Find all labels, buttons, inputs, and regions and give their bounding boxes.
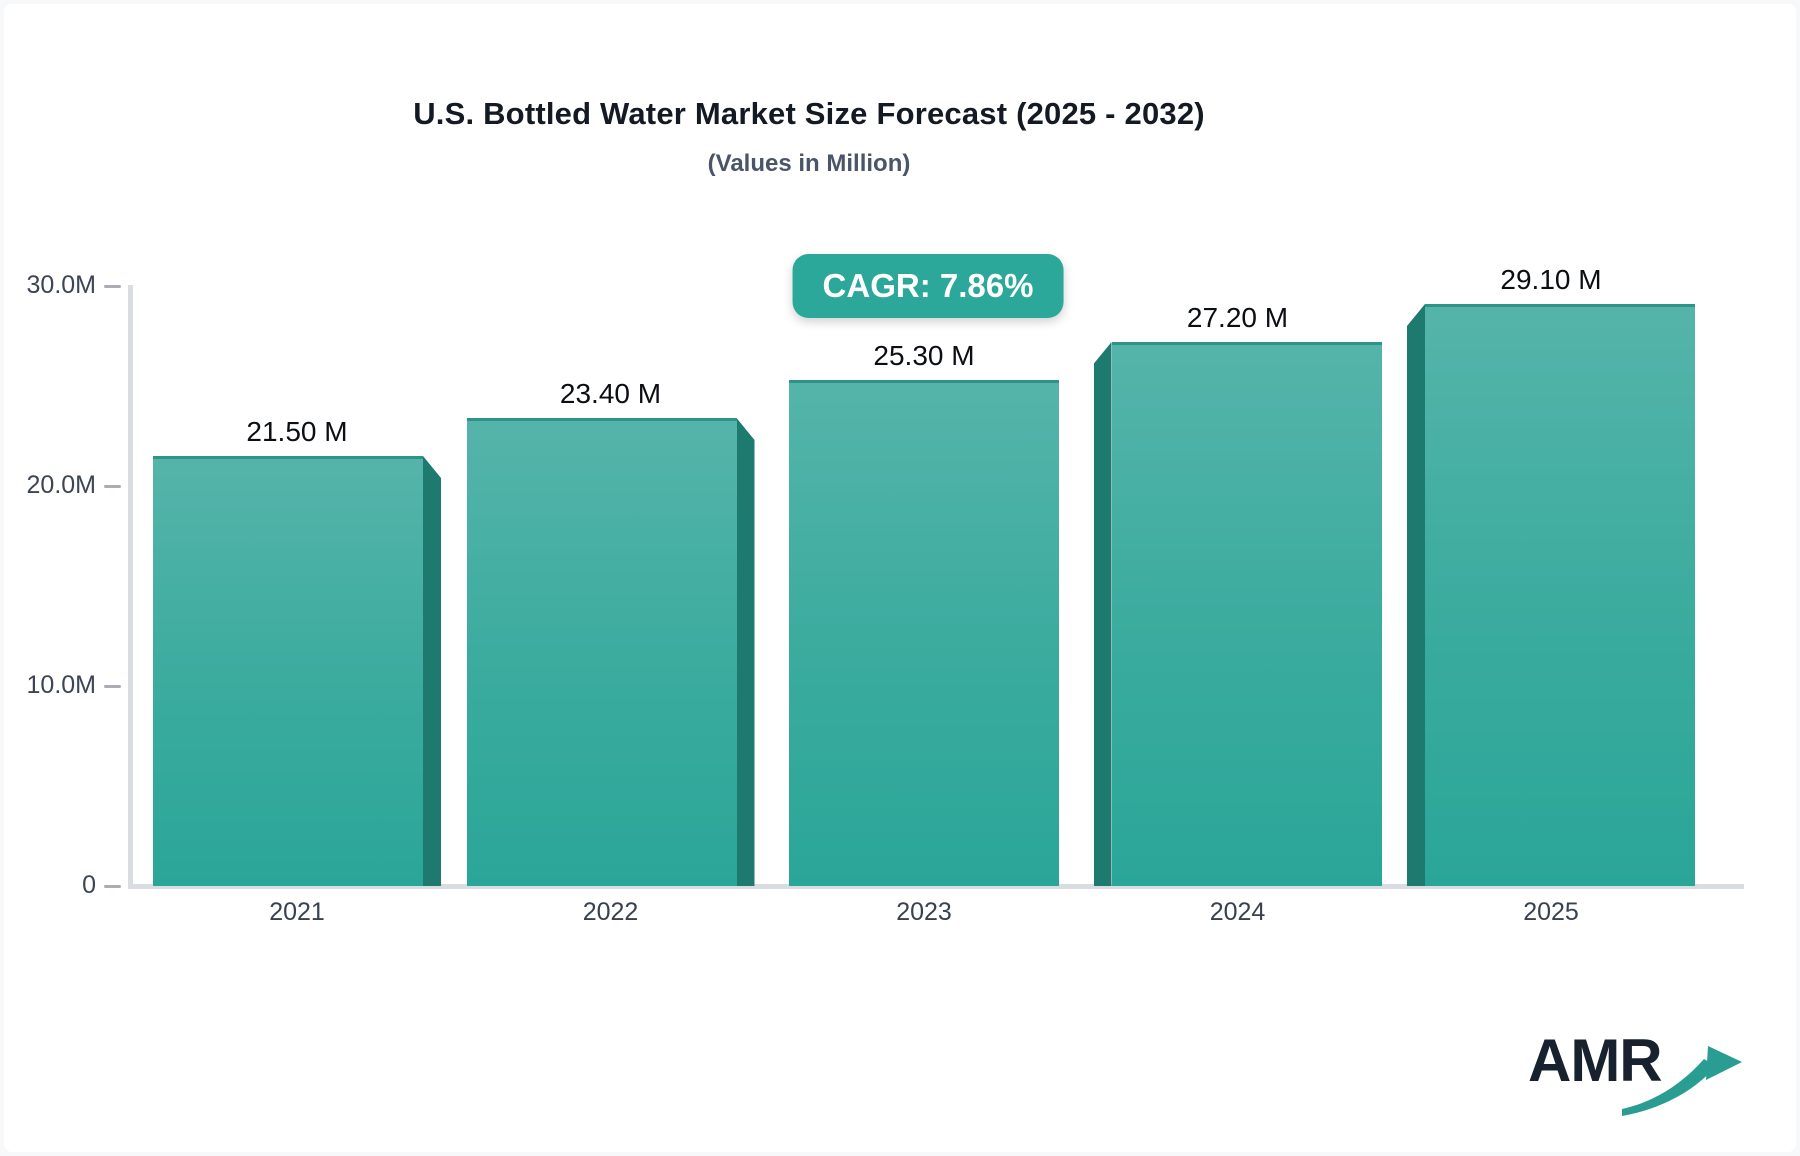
bar-2023 (789, 380, 1059, 886)
x-axis-label: 2022 (582, 898, 639, 926)
y-axis-line (128, 285, 133, 888)
bar-2022 (466, 418, 755, 886)
y-tick-label: 30.0M (26, 271, 96, 299)
bar-3d-side (736, 418, 755, 886)
x-axis-line (128, 884, 1744, 889)
chart-header: U.S. Bottled Water Market Size Forecast … (4, 96, 1614, 178)
bar-2021 (153, 456, 441, 886)
bar-value-label: 27.20 M (1186, 302, 1289, 333)
bar-value-label: 23.40 M (559, 378, 662, 409)
logo-growth-arrow-icon (1622, 1046, 1742, 1116)
bar-value-label: 25.30 M (873, 340, 975, 371)
y-tick-mark (104, 885, 121, 888)
bar-2025 (1407, 304, 1695, 886)
bar-face (1111, 342, 1382, 886)
y-tick-label: 20.0M (26, 471, 96, 499)
bar-face (789, 380, 1059, 886)
y-tick-mark (104, 685, 121, 688)
bar-2024 (1093, 342, 1382, 886)
bar-face (1425, 304, 1695, 886)
y-tick-label: 10.0M (26, 671, 96, 699)
bar-3d-side (423, 456, 441, 886)
x-axis-label: 2024 (1209, 898, 1266, 926)
bar-face (466, 418, 737, 886)
cagr-badge: CAGR: 7.86% (792, 254, 1064, 318)
chart-subtitle: (Values in Million) (707, 150, 911, 177)
bar-3d-side (1093, 342, 1112, 886)
chart-title: U.S. Bottled Water Market Size Forecast … (413, 96, 1205, 131)
amr-logo-text: AMR (1528, 1027, 1663, 1094)
bar-value-label: 21.50 M (246, 416, 348, 447)
y-tick-mark (104, 285, 121, 288)
x-axis-label: 2025 (1523, 898, 1579, 926)
y-tick-label: 0 (82, 871, 96, 899)
bar-face (153, 456, 423, 886)
bar-value-label: 29.10 M (1500, 264, 1602, 295)
x-axis-label: 2021 (269, 898, 325, 926)
amr-logo: AMR (1528, 1026, 1748, 1126)
chart-card: U.S. Bottled Water Market Size Forecast … (4, 4, 1796, 1152)
y-tick-mark (104, 485, 121, 488)
bar-chart-plot-area: 0 10.0M 20.0M 30.0M 21.50 M 2021 23.40 M 2022 25… (4, 4, 1796, 1152)
bar-3d-side (1407, 304, 1425, 886)
x-axis-label: 2023 (896, 898, 952, 926)
